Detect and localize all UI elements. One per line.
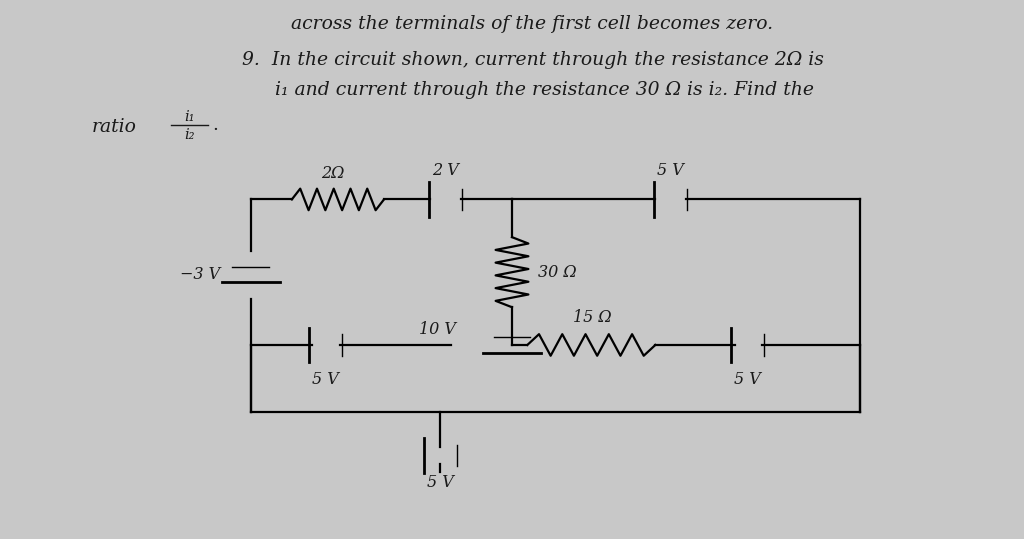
Text: 2 V: 2 V (432, 162, 459, 179)
Text: 10 V: 10 V (419, 321, 456, 338)
Text: 2Ω: 2Ω (322, 165, 344, 182)
Text: i₁: i₁ (184, 110, 195, 124)
Text: ratio: ratio (92, 118, 137, 136)
Text: −3 V: −3 V (180, 266, 220, 284)
Text: 5 V: 5 V (657, 162, 684, 179)
Text: 5 V: 5 V (427, 474, 454, 492)
Text: i₁ and current through the resistance 30 Ω is i₂. Find the: i₁ and current through the resistance 30… (251, 81, 814, 99)
Text: 5 V: 5 V (734, 371, 761, 388)
Text: 30 Ω: 30 Ω (538, 264, 577, 281)
Text: .: . (212, 116, 218, 134)
Text: i₂: i₂ (184, 128, 195, 142)
Text: 15 Ω: 15 Ω (572, 309, 611, 326)
Text: 5 V: 5 V (312, 371, 339, 388)
Text: 9.  In the circuit shown, current through the resistance 2Ω is: 9. In the circuit shown, current through… (242, 51, 823, 70)
Text: across the terminals of the first cell becomes zero.: across the terminals of the first cell b… (292, 15, 773, 33)
